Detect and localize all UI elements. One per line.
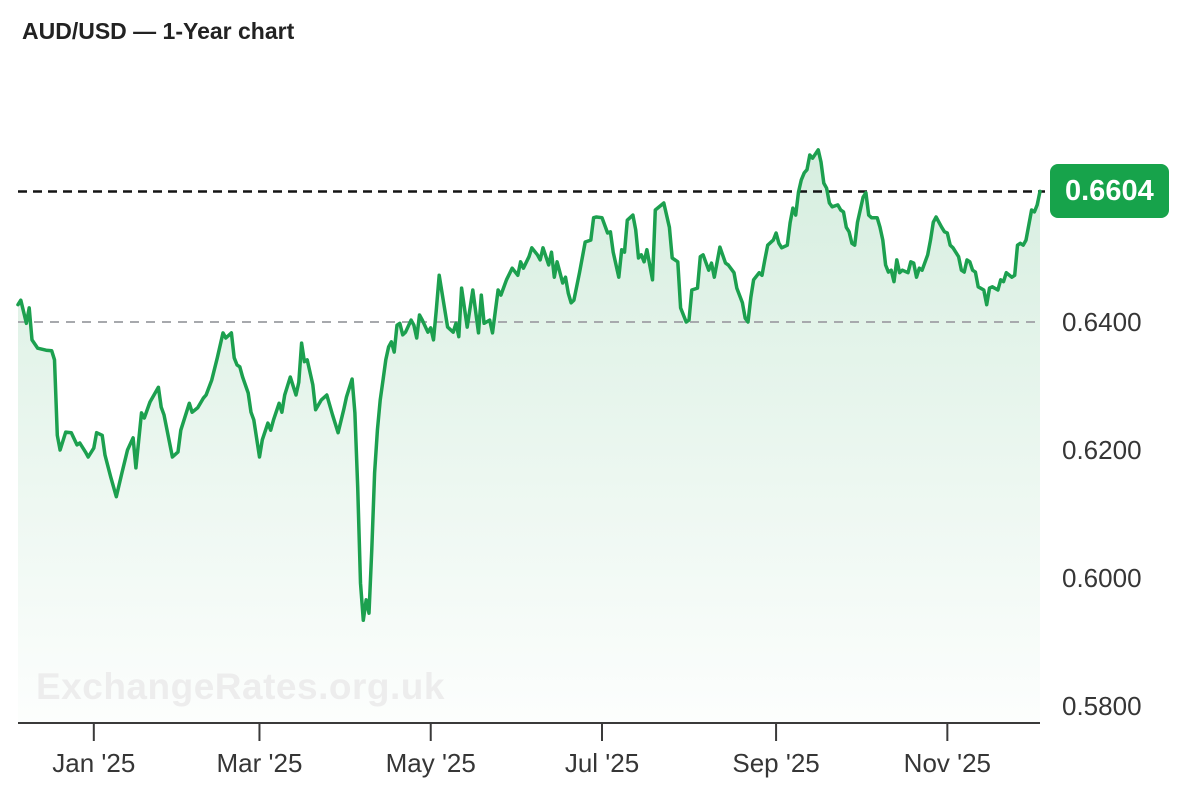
current-rate-badge: 0.6604 xyxy=(1050,164,1169,219)
x-axis xyxy=(18,722,1040,741)
y-tick-label: 0.5800 xyxy=(1062,691,1142,721)
x-axis-labels: Jan '25 Mar '25 May '25 Jul '25 Sep '25 Nov '… xyxy=(52,748,991,778)
y-tick-label: 0.6000 xyxy=(1062,563,1142,593)
x-tick-label: Mar '25 xyxy=(217,748,303,778)
area-fill-path xyxy=(18,149,1040,724)
x-tick-label: Sep '25 xyxy=(732,748,819,778)
y-axis-labels: 0.6400 0.6200 0.6000 0.5800 xyxy=(1062,307,1142,721)
rate-line xyxy=(16,148,1042,622)
x-tick-label: Jan '25 xyxy=(52,748,135,778)
page-title: AUD/USD — 1-Year chart xyxy=(22,18,295,44)
reference-lines xyxy=(18,190,1045,323)
area-fill xyxy=(18,149,1040,724)
rate-line-path xyxy=(16,148,1042,622)
x-tick-label: Nov '25 xyxy=(904,748,991,778)
watermark: ExchangeRates.org.uk xyxy=(36,666,445,707)
x-tick-label: Jul '25 xyxy=(565,748,639,778)
y-tick-label: 0.6400 xyxy=(1062,307,1142,337)
y-tick-label: 0.6200 xyxy=(1062,435,1142,465)
x-tick-label: May '25 xyxy=(386,748,476,778)
